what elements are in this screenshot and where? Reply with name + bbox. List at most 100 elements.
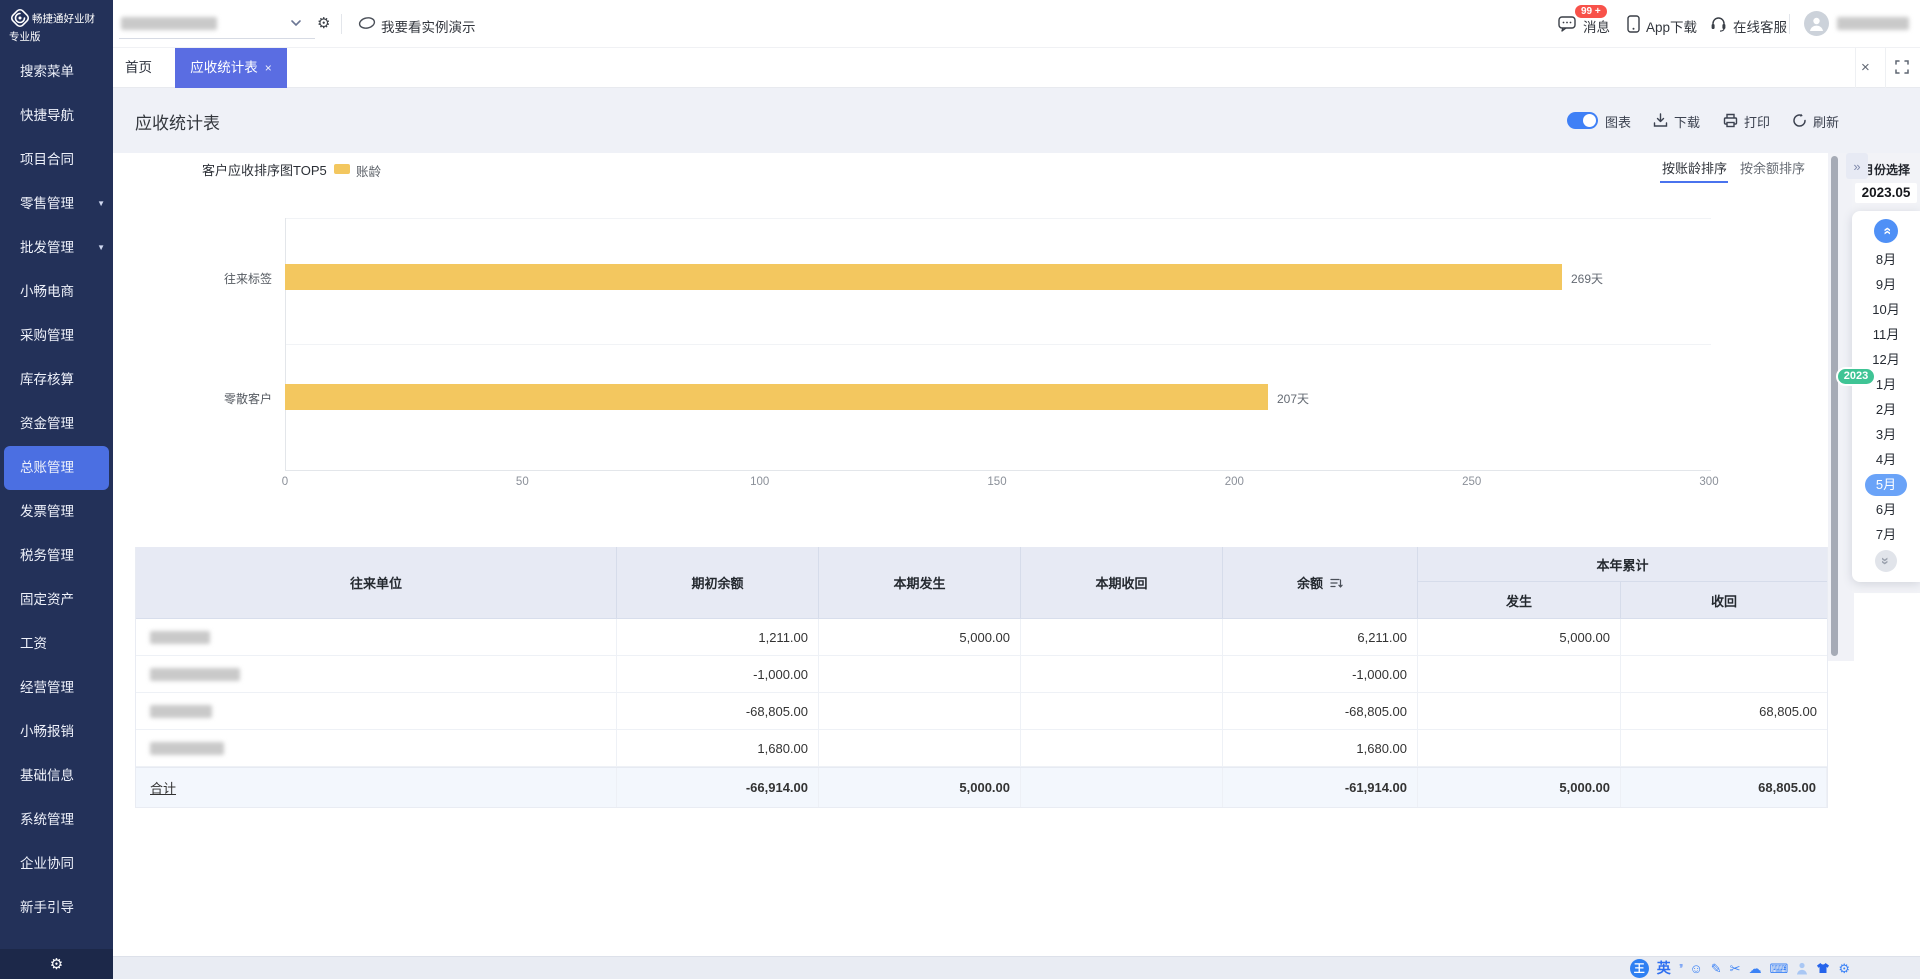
sidebar-item-6[interactable]: 小畅电商 bbox=[0, 270, 113, 314]
table-row-1[interactable]: 1,211.00 5,000.00 6,211.00 5,000.00 bbox=[136, 619, 1827, 656]
print-button[interactable]: 打印 bbox=[1744, 115, 1771, 130]
x-axis-tick: 250 bbox=[1462, 476, 1482, 488]
tab-close-icon[interactable]: × bbox=[264, 61, 272, 75]
table-row-3[interactable]: -68,805.00 -68,805.00 68,805.00 bbox=[136, 693, 1827, 730]
sidebar-item-label: 库存核算 bbox=[20, 372, 74, 387]
bar-零散客户[interactable] bbox=[285, 384, 1268, 410]
scrollbar-thumb[interactable] bbox=[1831, 156, 1838, 656]
month-item-10月[interactable]: 10月 bbox=[1872, 302, 1900, 317]
ime-clothes-icon[interactable] bbox=[1816, 962, 1830, 974]
ime-gear-icon[interactable]: ⚙ bbox=[1838, 960, 1850, 976]
year-badge: 2023 bbox=[1836, 367, 1876, 386]
table-row-4[interactable]: 1,680.00 1,680.00 bbox=[136, 730, 1827, 767]
phone-icon[interactable] bbox=[1627, 15, 1640, 33]
sort-by-aging-tab[interactable]: 按账龄排序 bbox=[1662, 161, 1728, 176]
app-download-label[interactable]: App下载 bbox=[1646, 20, 1698, 35]
chevron-down-icon[interactable] bbox=[289, 16, 303, 30]
bar-value-label: 207天 bbox=[1277, 392, 1310, 406]
divider bbox=[1885, 48, 1886, 88]
sidebar-item-9[interactable]: 资金管理 bbox=[0, 402, 113, 446]
sidebar-item-8[interactable]: 库存核算 bbox=[0, 358, 113, 402]
legend-swatch bbox=[334, 164, 350, 174]
sidebar-item-16[interactable]: 小畅报销 bbox=[0, 710, 113, 754]
avatar[interactable] bbox=[1804, 11, 1829, 36]
table-row-2[interactable]: -1,000.00 -1,000.00 bbox=[136, 656, 1827, 693]
sidebar-item-13[interactable]: 固定资产 bbox=[0, 578, 113, 622]
sidebar-footer: ⚙ bbox=[0, 949, 113, 979]
ime-icons: ’’ ☺ ✎ ✂ ☁ ⌨ ⚙ bbox=[1679, 962, 1850, 975]
month-item-9月[interactable]: 9月 bbox=[1875, 277, 1897, 292]
bar-往来标签[interactable] bbox=[285, 264, 1562, 290]
ime-scissors-icon[interactable]: ✂ bbox=[1729, 960, 1741, 976]
sort-icon[interactable] bbox=[1329, 576, 1343, 590]
download-button[interactable]: 下载 bbox=[1674, 115, 1701, 130]
sidebar-item-15[interactable]: 经营管理 bbox=[0, 666, 113, 710]
sidebar-item-1[interactable]: 搜索菜单 bbox=[0, 50, 113, 94]
sidebar-item-4[interactable]: 零售管理 ▼ bbox=[0, 182, 113, 226]
customer-name-blurred bbox=[150, 667, 240, 681]
month-item-1月[interactable]: 1月 bbox=[1875, 377, 1897, 392]
demo-link[interactable]: 我要看实例演示 bbox=[381, 20, 476, 35]
ime-keyboard-icon[interactable]: ⌨ bbox=[1769, 960, 1789, 976]
ime-quote-icon[interactable]: ’’ bbox=[1678, 960, 1684, 976]
sidebar-item-17[interactable]: 基础信息 bbox=[0, 754, 113, 798]
sidebar-item-11[interactable]: 发票管理 bbox=[0, 490, 113, 534]
month-item-12月[interactable]: 12月 bbox=[1872, 352, 1900, 367]
sidebar-item-19[interactable]: 企业协同 bbox=[0, 842, 113, 886]
sidebar-item-2[interactable]: 快捷导航 bbox=[0, 94, 113, 138]
ime-cloud-icon[interactable]: ☁ bbox=[1748, 960, 1762, 976]
scroll-months-up-button[interactable]: » bbox=[1874, 219, 1898, 243]
sidebar-item-18[interactable]: 系统管理 bbox=[0, 798, 113, 842]
total-label-link[interactable]: 合计 bbox=[150, 781, 177, 796]
refresh-button[interactable]: 刷新 bbox=[1813, 115, 1840, 130]
sidebar-item-label: 搜索菜单 bbox=[20, 64, 74, 79]
ime-language-mode[interactable]: 英 bbox=[1656, 960, 1671, 976]
tab-receivables[interactable]: 应收统计表 × bbox=[175, 48, 287, 88]
sidebar-item-10[interactable]: 总账管理 bbox=[4, 446, 109, 490]
month-item-2月[interactable]: 2月 bbox=[1875, 402, 1897, 417]
close-icon[interactable]: × bbox=[1861, 59, 1870, 76]
collapse-panel-button[interactable]: » bbox=[1846, 153, 1868, 179]
company-selector-underline bbox=[119, 38, 315, 39]
message-icon[interactable] bbox=[1558, 16, 1576, 32]
scroll-months-down-button[interactable]: » bbox=[1875, 550, 1897, 572]
sort-by-balance-tab[interactable]: 按余额排序 bbox=[1740, 161, 1806, 176]
print-icon[interactable] bbox=[1723, 113, 1738, 128]
fullscreen-icon[interactable] bbox=[1895, 60, 1909, 74]
total-cell-value: 68,805.00 bbox=[1621, 768, 1827, 807]
username-blurred[interactable] bbox=[1837, 17, 1909, 30]
sidebar-item-5[interactable]: 批发管理 ▼ bbox=[0, 226, 113, 270]
month-item-8月[interactable]: 8月 bbox=[1875, 252, 1897, 267]
company-selector-blurred[interactable] bbox=[121, 17, 217, 30]
sidebar-item-7[interactable]: 采购管理 bbox=[0, 314, 113, 358]
ime-user-icon[interactable] bbox=[1796, 962, 1808, 975]
refresh-icon[interactable] bbox=[1792, 113, 1807, 128]
table-body: 1,211.00 5,000.00 6,211.00 5,000.00 -1,000.0… bbox=[136, 619, 1827, 767]
sidebar-item-3[interactable]: 项目合同 bbox=[0, 138, 113, 182]
month-item-7月[interactable]: 7月 bbox=[1875, 527, 1897, 542]
headset-icon[interactable] bbox=[1710, 15, 1727, 32]
month-item-3月[interactable]: 3月 bbox=[1875, 427, 1897, 442]
sidebar-item-label: 新手引导 bbox=[20, 900, 74, 915]
month-item-11月[interactable]: 11月 bbox=[1872, 327, 1900, 342]
settings-gear-icon[interactable]: ⚙ bbox=[49, 956, 64, 973]
ime-logo-button[interactable]: 王 bbox=[1629, 958, 1649, 978]
sidebar-item-20[interactable]: 新手引导 bbox=[0, 886, 113, 930]
chart-toggle[interactable] bbox=[1567, 112, 1598, 129]
month-item-5月[interactable]: 5月 bbox=[1865, 473, 1907, 496]
gear-icon[interactable]: ⚙ bbox=[317, 15, 331, 32]
customer-name-blurred bbox=[150, 630, 210, 644]
month-item-4月[interactable]: 4月 bbox=[1875, 452, 1897, 467]
sidebar-item-12[interactable]: 税务管理 bbox=[0, 534, 113, 578]
month-item-6月[interactable]: 6月 bbox=[1875, 502, 1897, 517]
tab-home[interactable]: 首页 bbox=[125, 48, 152, 88]
gridline bbox=[285, 344, 1711, 345]
sidebar-item-14[interactable]: 工资 bbox=[0, 622, 113, 666]
messages-label[interactable]: 消息 bbox=[1583, 20, 1610, 35]
demo-bubble-icon[interactable] bbox=[358, 16, 376, 31]
ime-pen-icon[interactable]: ✎ bbox=[1710, 960, 1722, 976]
download-icon[interactable] bbox=[1653, 113, 1668, 128]
ime-smiley-icon[interactable]: ☺ bbox=[1689, 960, 1703, 976]
support-label[interactable]: 在线客服 bbox=[1733, 20, 1787, 35]
col-header-unit: 往来单位 bbox=[136, 547, 617, 618]
